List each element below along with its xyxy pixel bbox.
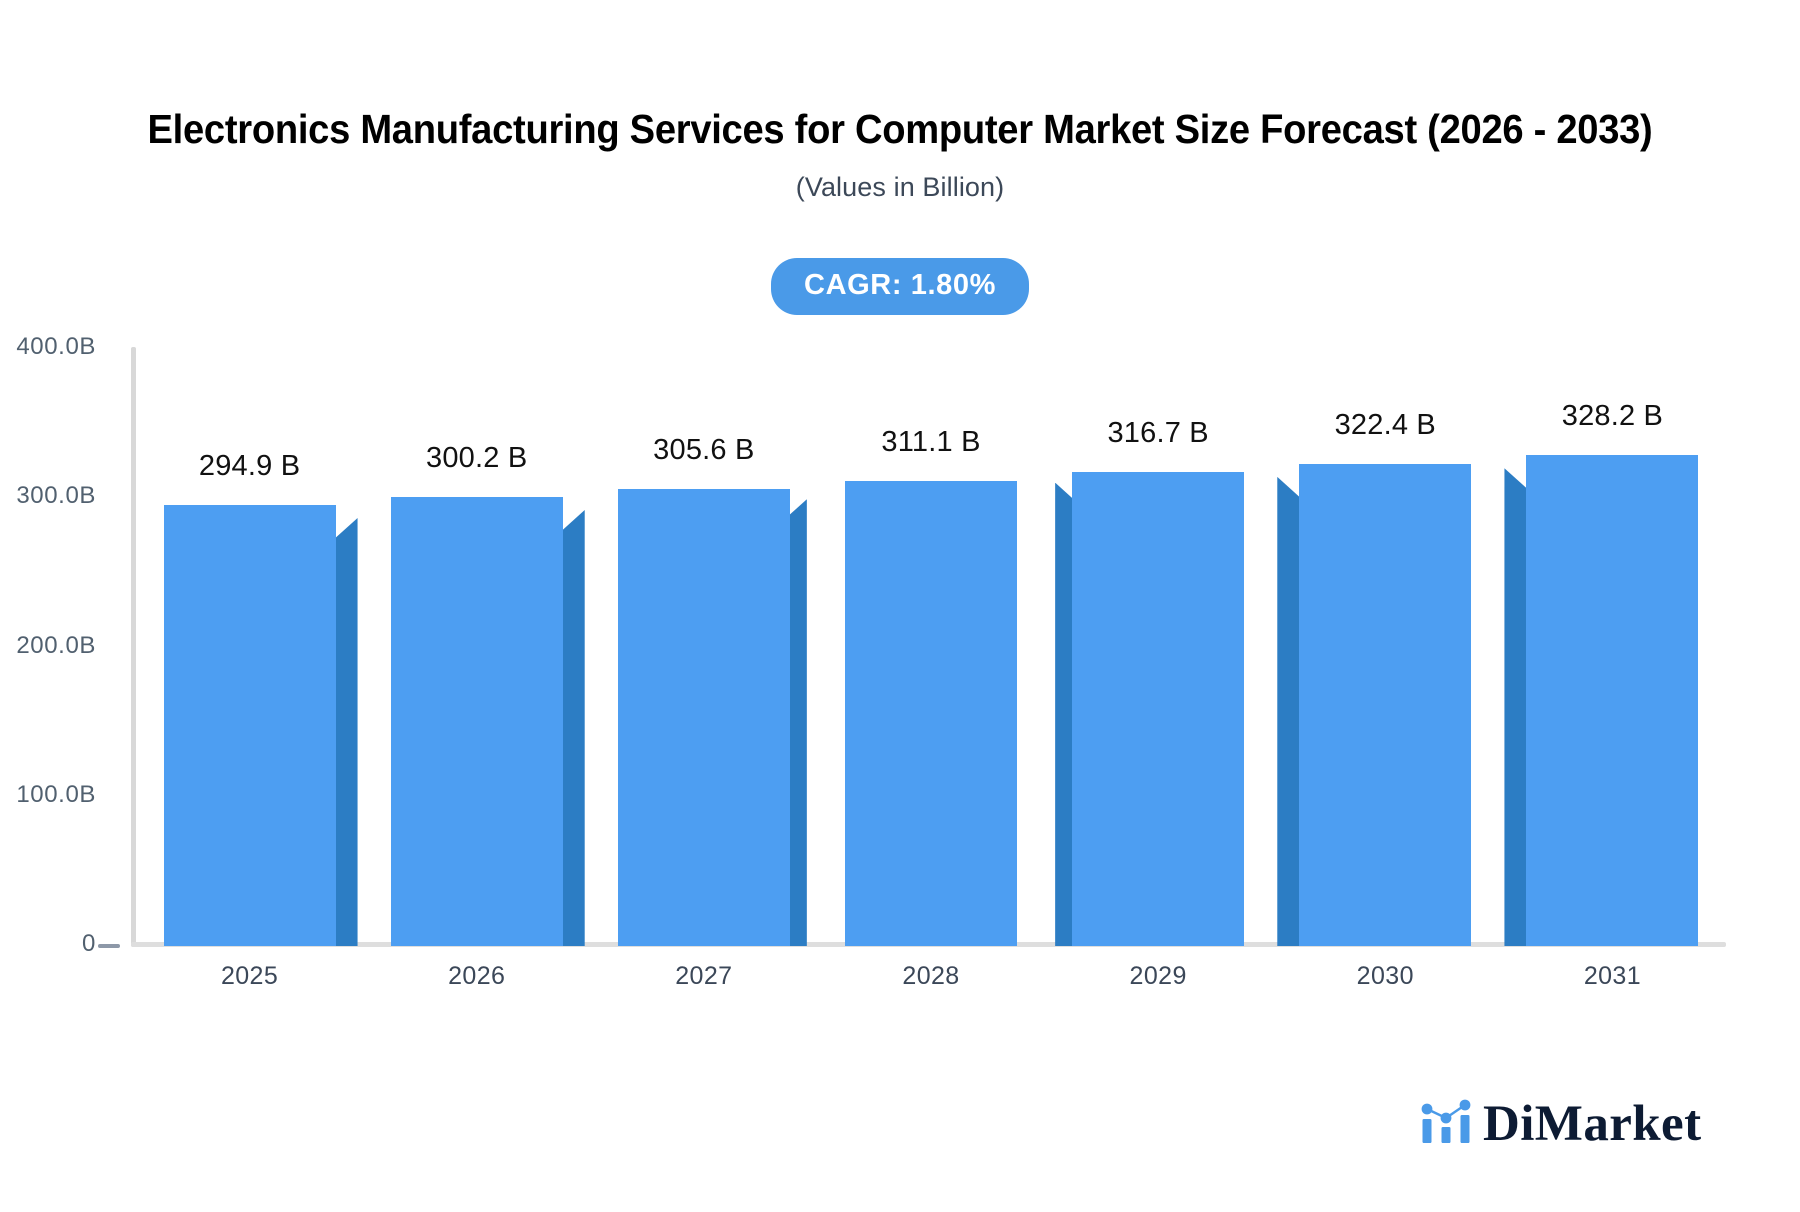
bar-value-label: 322.4 B [1334, 408, 1436, 441]
y-axis-tick-label: 400.0B [16, 333, 96, 360]
cagr-badge-container: CAGR: 1.80% [0, 258, 1800, 315]
bar[interactable] [1055, 472, 1245, 946]
brand-name: DiMarket [1483, 1096, 1702, 1152]
y-axis-line [131, 347, 136, 947]
x-axis-tick-label: 2027 [675, 962, 733, 990]
bar-front-face [163, 504, 336, 946]
y-axis-tick-label: 0 [82, 930, 96, 957]
status-badge: CAGR: 1.80% [771, 258, 1029, 315]
y-axis-tick-label: 300.0B [16, 482, 96, 510]
y-axis-tick-label: 200.0B [16, 631, 96, 659]
bar-value-label: 294.9 B [198, 449, 301, 482]
bar-front-face [845, 480, 1017, 946]
bar-chart-icon [1420, 1098, 1472, 1151]
bar-front-face [1299, 463, 1472, 946]
chart-subtitle: (Values in Billion) [795, 171, 1005, 202]
page-title: Electronics Manufacturing Services for C… [147, 106, 1653, 152]
chart-header: Electronics Manufacturing Services for C… [0, 0, 1800, 203]
bar[interactable] [1504, 455, 1699, 946]
bar-value-label: 328.2 B [1561, 400, 1664, 433]
bar-value-label: 311.1 B [881, 425, 981, 458]
x-axis-tick-label: 2026 [448, 962, 506, 990]
bar-side-face [1504, 468, 1527, 946]
bar[interactable] [845, 480, 1017, 946]
bar-front-face [617, 488, 790, 946]
bar[interactable] [1277, 463, 1472, 946]
bar-front-face [390, 496, 563, 946]
bar[interactable] [390, 496, 585, 946]
bar-value-label: 316.7 B [1107, 417, 1209, 450]
bar-front-face [1526, 455, 1699, 946]
bar-value-label: 300.2 B [426, 441, 528, 474]
x-axis-tick-label: 2025 [220, 962, 279, 990]
brand-logo: DiMarket [1420, 1098, 1701, 1151]
bar[interactable] [163, 504, 358, 946]
y-axis-tick-label: 100.0B [16, 780, 96, 808]
x-axis-tick-label: 2029 [1129, 962, 1187, 990]
bar-side-face [1277, 476, 1300, 946]
bar-side-face [335, 517, 358, 946]
bar-value-label: 305.6 B [653, 433, 755, 466]
x-axis-tick-label: 2031 [1583, 962, 1642, 990]
y-axis-zero-tick [98, 944, 120, 948]
x-axis-tick-label: 2028 [902, 962, 960, 990]
bar[interactable] [617, 488, 807, 946]
bar-side-face [562, 510, 585, 946]
bar-side-face [1055, 482, 1073, 946]
x-axis-tick-label: 2030 [1356, 962, 1414, 990]
bar-side-face [789, 499, 807, 946]
bar-front-face [1072, 472, 1245, 946]
